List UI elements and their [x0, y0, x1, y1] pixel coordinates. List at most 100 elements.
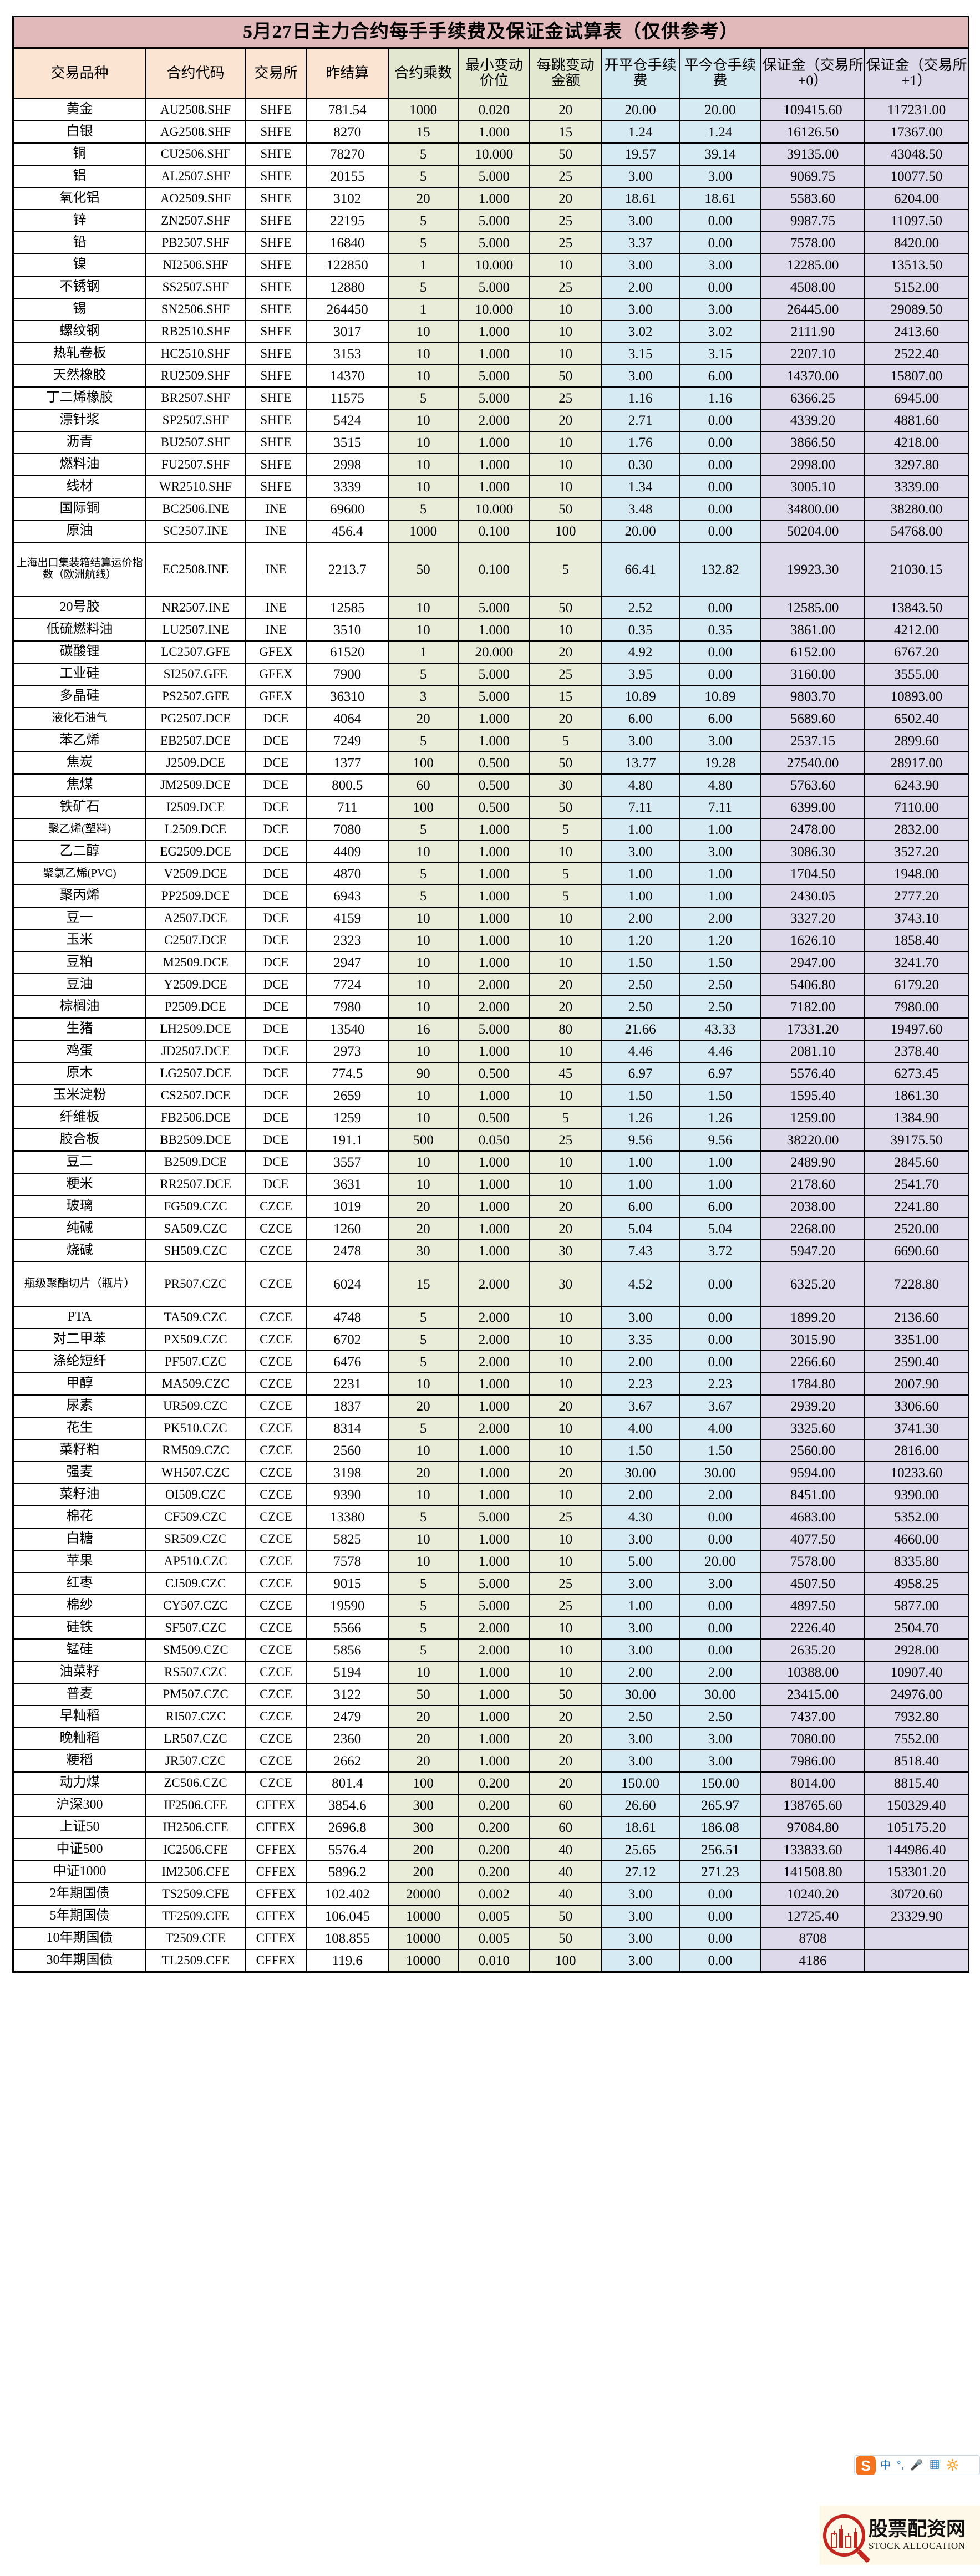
cell-code: PB2507.SHF [145, 231, 246, 254]
cell-exchange: CZCE [245, 1616, 307, 1640]
table-row: 聚氯乙烯(PVC) V2509.DCE DCE 4870 5 1.000 5 1.00 1.00… [12, 862, 969, 885]
table-row: 漂针浆 SP2507.SHF SHFE 5424 10 2.000 20 2.71 0.00 43… [12, 409, 969, 432]
cell-margin-ex0: 2947.00 [760, 951, 866, 974]
cell-multiplier: 5 [387, 1572, 459, 1595]
cell-margin-ex1: 21030.15 [864, 542, 969, 597]
cell-settle: 36310 [306, 685, 389, 708]
cell-margin-ex0: 3861.00 [760, 618, 866, 642]
cell-exchange: DCE [245, 995, 307, 1019]
cell-margin-ex0: 9594.00 [760, 1461, 866, 1484]
cell-settle: 4870 [306, 862, 389, 885]
cell-exchange: CZCE [245, 1461, 307, 1484]
cell-multiplier: 100 [387, 1771, 459, 1795]
cell-open-close-fee: 3.00 [601, 1882, 680, 1906]
cell-margin-ex0: 2998.00 [760, 453, 866, 476]
cell-name: 中证1000 [12, 1860, 146, 1883]
cell-close-today-fee: 1.00 [679, 862, 761, 885]
cell-margin-ex0: 8014.00 [760, 1771, 866, 1795]
cell-tick-value: 10 [529, 320, 602, 343]
cell-close-today-fee: 4.00 [679, 1417, 761, 1440]
cell-code: AG2508.SHF [145, 120, 246, 144]
table-row: 瓶级聚酯切片（瓶片） PR507.CZC CZCE 6024 15 2.000 30 4.52… [12, 1261, 969, 1307]
cell-margin-ex1: 43048.50 [864, 142, 969, 166]
cell-open-close-fee: 1.26 [601, 1106, 680, 1129]
cell-margin-ex0: 19923.30 [760, 542, 866, 597]
cell-exchange: SHFE [245, 276, 307, 299]
cell-open-close-fee: 3.35 [601, 1328, 680, 1351]
cell-margin-ex0: 12585.00 [760, 596, 866, 619]
cell-name: 线材 [12, 475, 146, 498]
cell-code: CJ509.CZC [145, 1572, 246, 1595]
table-row: 粳米 RR2507.DCE DCE 3631 10 1.000 10 1.00 1.00 2178… [12, 1173, 969, 1196]
cell-margin-ex1: 15807.00 [864, 364, 969, 388]
cell-name: 漂针浆 [12, 409, 146, 432]
cell-open-close-fee: 2.00 [601, 1350, 680, 1373]
cell-margin-ex1: 4958.25 [864, 1572, 969, 1595]
cell-margin-ex1: 7932.80 [864, 1705, 969, 1728]
cell-code: JR507.CZC [145, 1749, 246, 1773]
cell-open-close-fee: 1.34 [601, 475, 680, 498]
cell-close-today-fee: 4.46 [679, 1040, 761, 1063]
cell-margin-ex0: 8708 [760, 1927, 866, 1950]
cell-margin-ex1: 7980.00 [864, 995, 969, 1019]
cell-code: EG2509.DCE [145, 840, 246, 863]
table-row: 玉米 C2507.DCE DCE 2323 10 1.000 10 1.20 1.20 1626.… [12, 929, 969, 952]
cell-settle: 2213.7 [306, 542, 389, 597]
cell-settle: 61520 [306, 640, 389, 664]
cell-name: 白糖 [12, 1528, 146, 1551]
cell-settle: 6476 [306, 1350, 389, 1373]
cell-settle: 6702 [306, 1328, 389, 1351]
table-row: 白银 AG2508.SHF SHFE 8270 15 1.000 15 1.24 1.24 161… [12, 120, 969, 144]
table-row: 镍 NI2506.SHF SHFE 122850 1 10.000 10 3.00 3.00 12… [12, 253, 969, 277]
cell-margin-ex1: 2541.70 [864, 1173, 969, 1196]
cell-tick-value: 20 [529, 1195, 602, 1218]
cell-code: BC2506.INE [145, 497, 246, 521]
table-row: 烧碱 SH509.CZC CZCE 2478 30 1.000 30 7.43 3.72 5947… [12, 1239, 969, 1262]
cell-multiplier: 10 [387, 320, 459, 343]
cell-multiplier: 5 [387, 1328, 459, 1351]
cell-open-close-fee: 4.00 [601, 1417, 680, 1440]
cell-tick-value: 20 [529, 1461, 602, 1484]
cell-exchange: DCE [245, 1106, 307, 1129]
cell-margin-ex1: 2136.60 [864, 1306, 969, 1329]
cell-open-close-fee: 3.00 [601, 1949, 680, 1973]
cell-exchange: CFFEX [245, 1882, 307, 1906]
cell-margin-ex0: 2207.10 [760, 342, 866, 365]
column-header-close-today-fee: 平今仓手续费 [679, 47, 761, 99]
cell-close-today-fee: 4.80 [679, 773, 761, 797]
cell-multiplier: 300 [387, 1816, 459, 1839]
cell-tick: 5.000 [458, 596, 531, 619]
cell-tick-value: 50 [529, 497, 602, 521]
cell-name: 黄金 [12, 98, 146, 121]
cell-tick: 1.000 [458, 884, 531, 908]
table-row: 中证500 IC2506.CFE CFFEX 5576.4 200 0.200 40 25.6… [12, 1838, 969, 1861]
cell-tick: 10.000 [458, 298, 531, 321]
cell-margin-ex1: 5877.00 [864, 1594, 969, 1617]
cell-name: 焦炭 [12, 751, 146, 775]
cell-open-close-fee: 4.46 [601, 1040, 680, 1063]
cell-margin-ex1: 6273.45 [864, 1062, 969, 1085]
cell-tick: 0.500 [458, 1062, 531, 1085]
table-row: 黄金 AU2508.SHF SHFE 781.54 1000 0.020 20 20.00 20… [12, 98, 969, 121]
table-row: 热轧卷板 HC2510.SHF SHFE 3153 10 1.000 10 3.15 3.15 2… [12, 342, 969, 365]
cell-tick-value: 5 [529, 862, 602, 885]
cell-settle: 8270 [306, 120, 389, 144]
cell-settle: 264450 [306, 298, 389, 321]
cell-margin-ex1: 3306.60 [864, 1394, 969, 1418]
cell-open-close-fee: 2.00 [601, 907, 680, 930]
cell-multiplier: 50 [387, 1683, 459, 1706]
cell-multiplier: 60 [387, 773, 459, 797]
cell-code: V2509.DCE [145, 862, 246, 885]
cell-exchange: INE [245, 497, 307, 521]
cell-multiplier: 5 [387, 276, 459, 299]
cell-close-today-fee: 3.00 [679, 253, 761, 277]
column-header-code: 合约代码 [145, 47, 246, 99]
cell-margin-ex1: 3297.80 [864, 453, 969, 476]
cell-name: 沪深300 [12, 1794, 146, 1817]
table-row: 强麦 WH507.CZC CZCE 3198 20 1.000 20 30.00 30.00 95… [12, 1461, 969, 1484]
cell-close-today-fee: 19.28 [679, 751, 761, 775]
cell-open-close-fee: 1.00 [601, 862, 680, 885]
cell-name: 2年期国债 [12, 1882, 146, 1906]
cell-close-today-fee: 1.50 [679, 1084, 761, 1107]
cell-margin-ex1: 3743.10 [864, 907, 969, 930]
